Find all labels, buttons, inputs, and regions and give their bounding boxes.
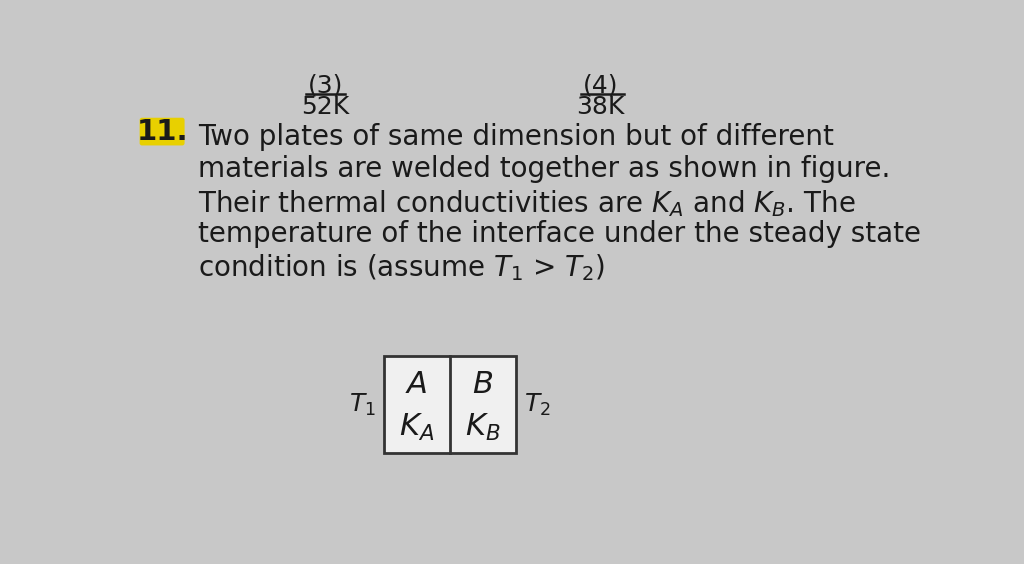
Bar [384,356,515,453]
Text: $K_A$: $K_A$ [399,412,434,443]
Text: Two plates of same dimension but of different: Two plates of same dimension but of diff… [198,123,834,151]
Text: $K_B$: $K_B$ [465,412,501,443]
Text: temperature of the interface under the steady state: temperature of the interface under the s… [198,220,921,248]
Text: 38K: 38K [577,95,625,120]
Text: B: B [472,371,493,399]
Text: materials are welded together as shown in figure.: materials are welded together as shown i… [198,156,890,183]
Text: (4): (4) [583,74,618,98]
Text: Their thermal conductivities are $K_A$ and $K_B$. The: Their thermal conductivities are $K_A$ a… [198,188,855,219]
Text: 52K: 52K [301,95,350,120]
Text: $T_1$: $T_1$ [348,391,376,418]
FancyBboxPatch shape [139,118,184,146]
Text: condition is (assume $T_1$ > $T_2$): condition is (assume $T_1$ > $T_2$) [198,253,604,283]
Bar [384,356,450,453]
Text: 11.: 11. [136,117,188,146]
Bar [450,356,515,453]
Text: (3): (3) [308,74,343,98]
Text: $T_2$: $T_2$ [524,391,551,418]
Text: A: A [407,371,427,399]
